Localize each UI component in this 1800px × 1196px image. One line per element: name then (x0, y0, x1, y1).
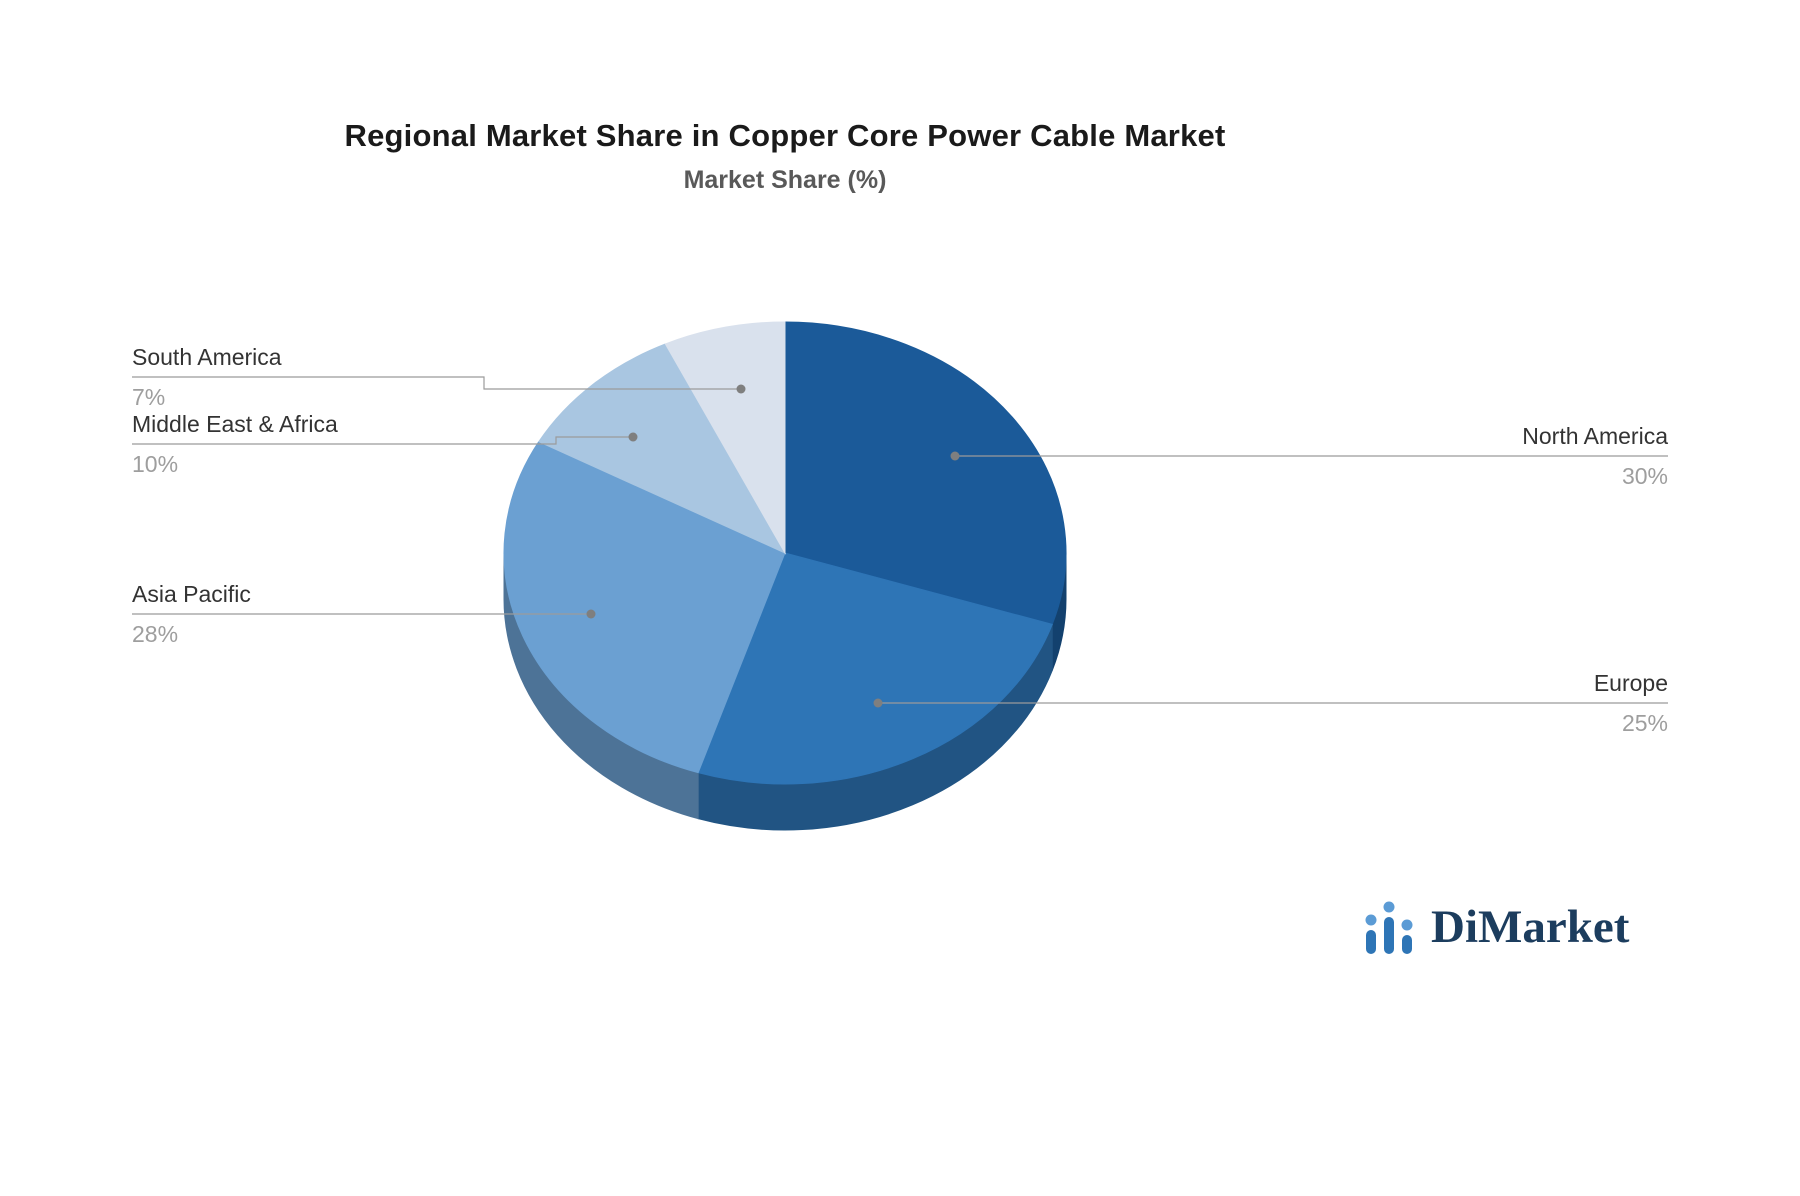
slice-value-asia-pacific: 28% (132, 621, 179, 647)
slice-label-north-america: North America (1522, 423, 1668, 449)
slice-value-south-america: 7% (132, 384, 166, 410)
slice-value-europe: 25% (1621, 710, 1668, 736)
slice-label-middle-east-africa: Middle East & Africa (132, 411, 338, 437)
slice-label-europe: Europe (1593, 670, 1668, 696)
brand-name: DiMarket (1431, 901, 1630, 953)
slice-value-middle-east-africa: 10% (132, 451, 179, 477)
slice-value-north-america: 30% (1621, 463, 1668, 489)
chart-subtitle: Market Share (%) (683, 166, 887, 194)
brand-icon (1365, 901, 1413, 954)
slice-label-south-america: South America (132, 344, 282, 370)
leader-lines (132, 376, 1668, 708)
chart-title: Regional Market Share in Copper Core Pow… (344, 118, 1226, 153)
pie-slices (503, 321, 1067, 785)
pie-side-walls (503, 552, 1067, 831)
brand-logo: DiMarket (1363, 898, 1629, 956)
slice-label-asia-pacific: Asia Pacific (132, 581, 251, 607)
